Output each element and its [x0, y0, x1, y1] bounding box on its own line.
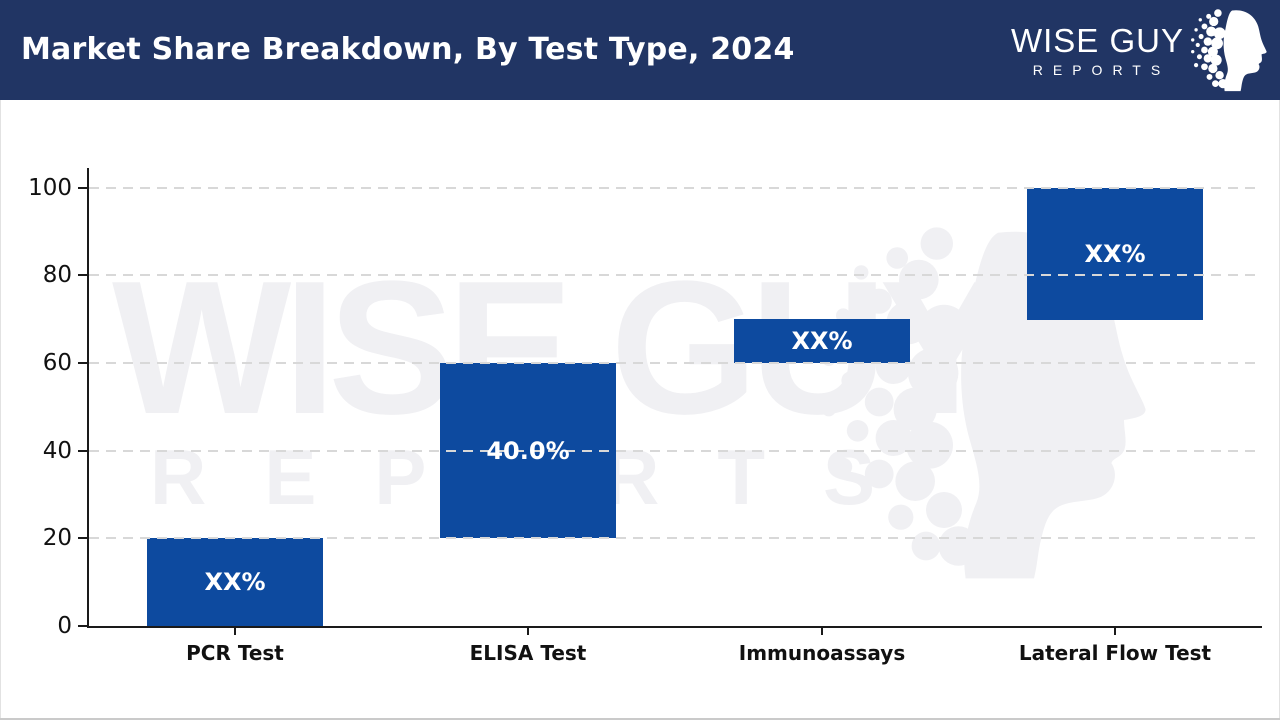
x-tick-mark: [821, 628, 823, 635]
logo-wordmark: WISE GUY REPORTS: [1011, 22, 1184, 78]
gridline: [89, 449, 1262, 452]
x-tick-mark: [527, 628, 529, 635]
chart-title: Market Share Breakdown, By Test Type, 20…: [21, 32, 795, 67]
y-tick-mark: [78, 361, 87, 364]
y-tick-mark: [78, 537, 87, 540]
logo-wordmark-line1: WISE GUY: [1010, 22, 1184, 59]
page-border-left: [0, 100, 1, 720]
y-tick-mark: [78, 186, 87, 189]
bar-value-label: XX%: [1084, 240, 1146, 268]
y-tick-label: 40: [42, 437, 72, 464]
bar-value-label: 40.0%: [486, 436, 570, 465]
gridline: [89, 186, 1262, 189]
header-banner: Market Share Breakdown, By Test Type, 20…: [0, 0, 1280, 100]
bar: [1027, 188, 1203, 320]
y-tick-label: 0: [57, 613, 72, 639]
x-tick-label: Immunoassays: [738, 641, 906, 665]
x-tick-label: PCR Test: [186, 641, 284, 665]
x-tick-label: ELISA Test: [469, 641, 587, 665]
y-tick-mark: [78, 274, 87, 277]
gridline: [89, 537, 1262, 540]
x-axis-line: [87, 626, 1262, 628]
bar: [147, 538, 323, 626]
y-tick-label: 60: [42, 349, 72, 376]
gridline: [89, 361, 1262, 364]
y-tick-mark: [78, 449, 87, 452]
bar-value-label: XX%: [791, 327, 853, 355]
y-axis-line: [87, 168, 89, 628]
y-tick-label: 100: [28, 174, 72, 201]
x-tick-mark: [1114, 628, 1116, 635]
y-tick-mark: [78, 625, 87, 627]
y-tick-label: 20: [42, 525, 72, 552]
page-border-bottom: [0, 718, 1280, 720]
wiseguy-head-icon: [1191, 9, 1267, 92]
gridline: [89, 274, 1262, 277]
bar-value-label: XX%: [204, 568, 266, 596]
x-tick-mark: [234, 628, 236, 635]
bar: [734, 319, 910, 363]
wiseguy-logo: WISE GUY REPORTS: [1011, 8, 1270, 92]
y-tick-label: 80: [42, 262, 72, 289]
x-tick-label: Lateral Flow Test: [1018, 641, 1212, 665]
logo-wordmark-line2: REPORTS: [1032, 62, 1171, 78]
